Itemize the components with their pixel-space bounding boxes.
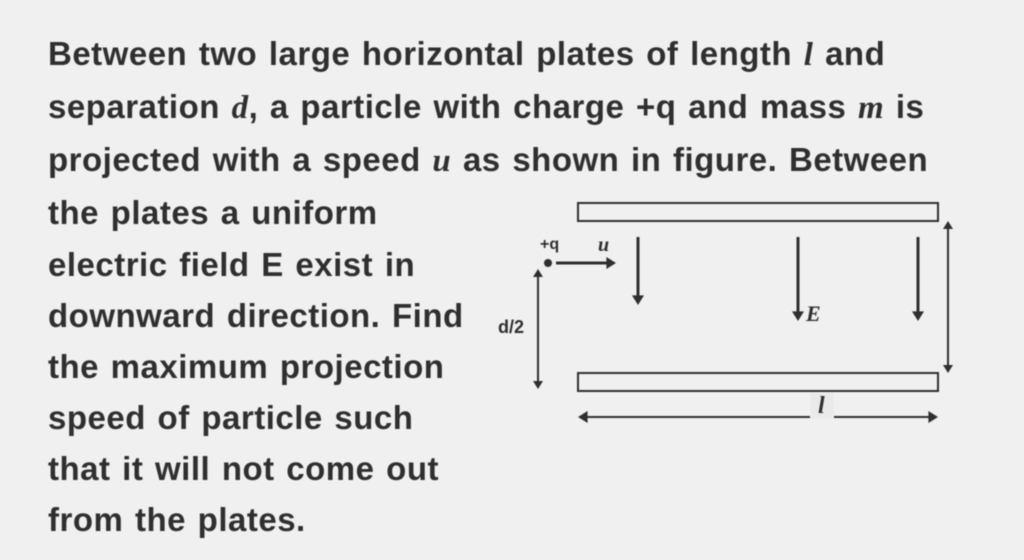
figure-wrap: E +q u d/2 l (488, 193, 984, 453)
t3b: as shown in figure. Between (451, 141, 928, 178)
svg-text:E: E (805, 301, 821, 326)
plates-diagram: E +q u d/2 l (488, 193, 958, 453)
problem-page: Between two large horizontal plates of l… (0, 0, 1024, 560)
sym-m: m (858, 90, 884, 126)
left-text-col: the plates a uniform electric field E ex… (48, 187, 464, 545)
line-7: the maximum projection (48, 341, 464, 392)
t1b: and (813, 35, 885, 72)
line-9: that it will not come out (48, 443, 464, 494)
svg-text:u: u (598, 234, 609, 256)
line-4: the plates a uniform (48, 187, 464, 238)
svg-text:d/2: d/2 (498, 317, 524, 337)
t1a: Between two large horizontal plates of l… (48, 35, 804, 72)
line-2: separation d, a particle with charge +q … (48, 81, 984, 134)
line-5: electric field E exist in (48, 239, 464, 290)
t3a: projected with a speed (48, 141, 432, 178)
line-10: from the plates. (48, 494, 464, 545)
svg-text:l: l (818, 393, 825, 419)
sym-u: u (432, 143, 451, 179)
line-1: Between two large horizontal plates of l… (48, 28, 984, 81)
t2a: separation (48, 88, 232, 125)
line-6: downward direction. Find (48, 290, 464, 341)
line-3: projected with a speed u as shown in fig… (48, 134, 984, 187)
svg-text:+q: +q (540, 236, 559, 253)
t2b: , a particle with charge +q and mass (249, 88, 858, 125)
body-row: the plates a uniform electric field E ex… (48, 187, 984, 545)
sym-l-1: l (804, 37, 814, 73)
line-8: speed of particle such (48, 392, 464, 443)
sym-d: d (232, 90, 249, 126)
t2c: is (884, 88, 924, 125)
